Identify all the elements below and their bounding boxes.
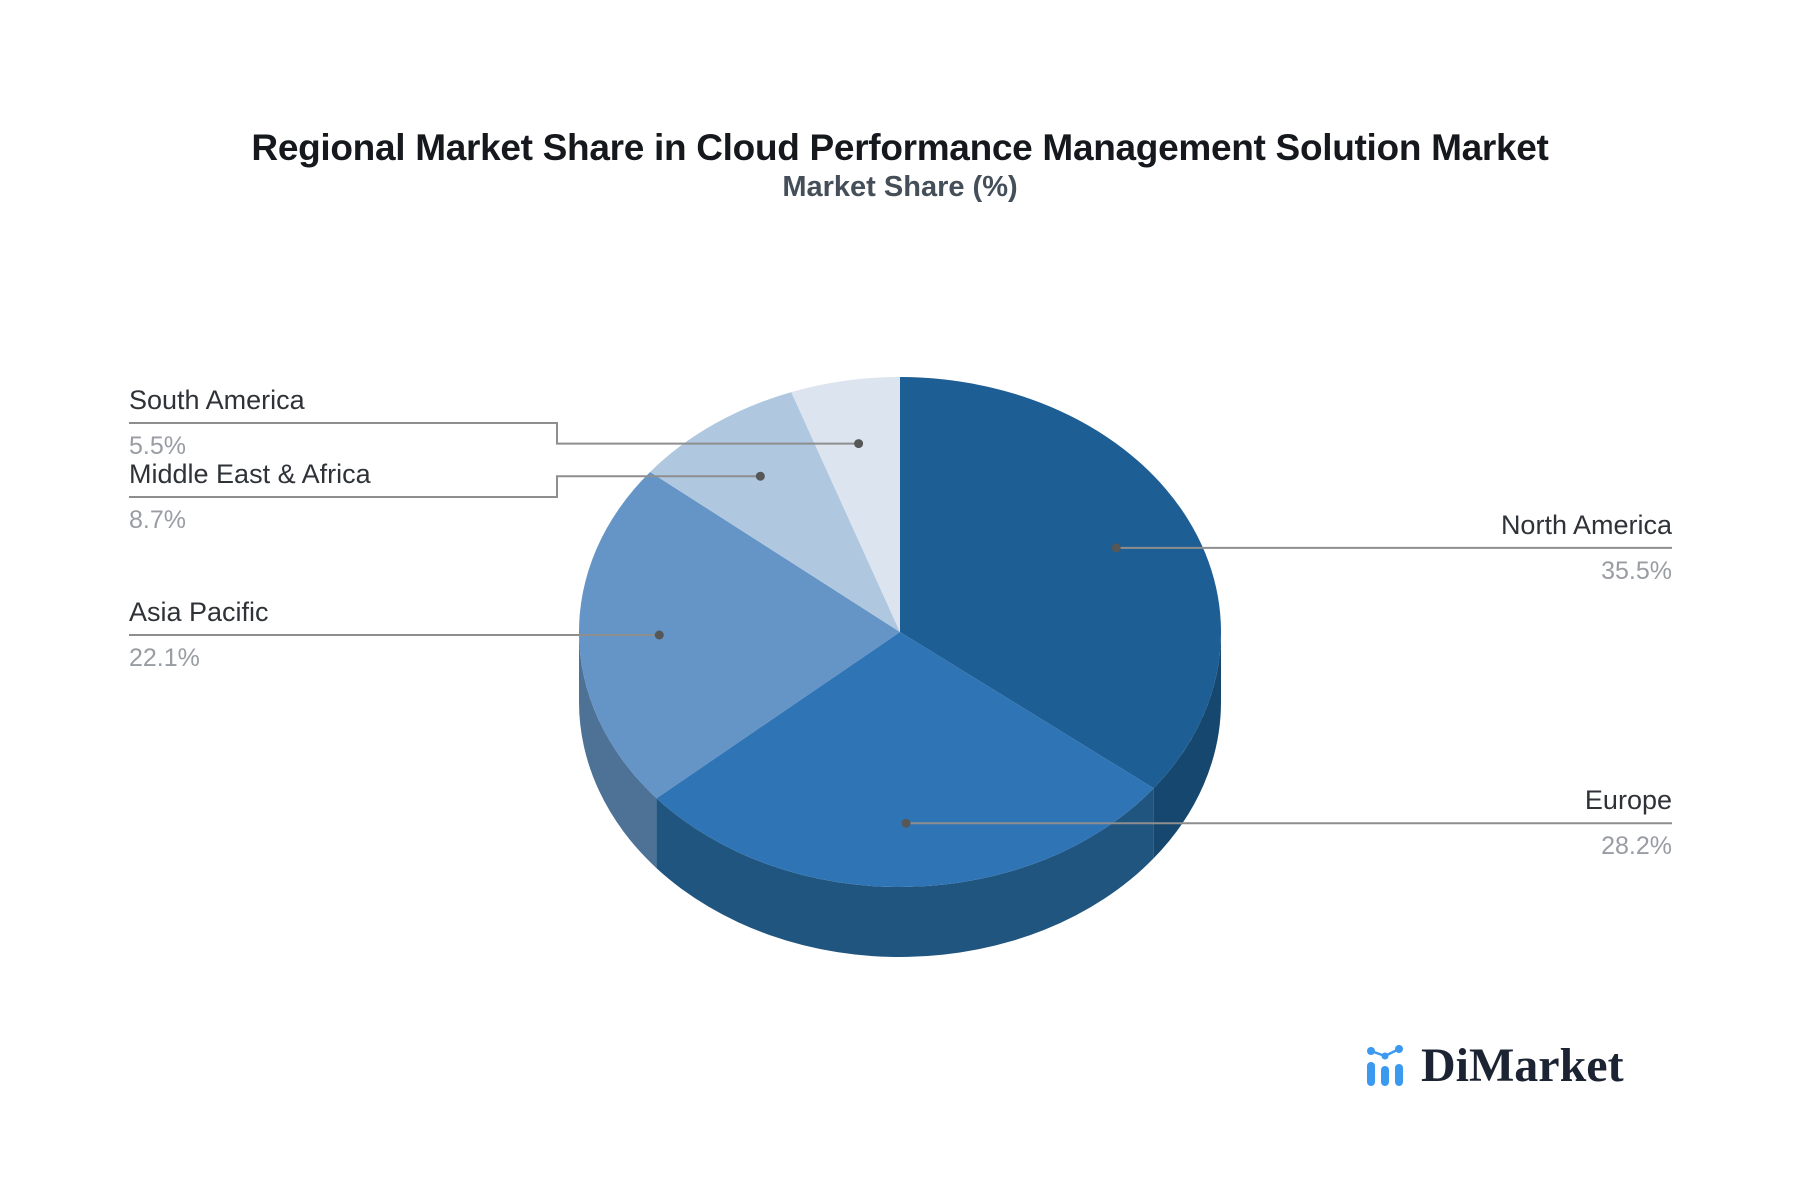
leader-dot-asia-pacific [654,630,664,640]
leader-dot-north-america [1111,543,1121,553]
chart-title: Regional Market Share in Cloud Performan… [251,127,1549,168]
brand-logo: DiMarket [1363,1040,1624,1092]
slice-label-north-america: North America [1500,509,1672,540]
slice-label-asia-pacific: Asia Pacific [129,597,269,627]
slice-label-south-america: South America [129,385,305,415]
slice-value-south-america: 5.5% [129,432,186,460]
chart-subtitle: Market Share (%) [782,171,1018,203]
pie-slice-side-asia-pacific [579,632,657,869]
pie-slice-north-america[interactable] [900,377,1222,789]
pie-slice-middle-east-africa[interactable] [650,392,900,632]
leader-dot-south-america [854,439,864,449]
pie-slice-south-america[interactable] [791,377,900,632]
slice-label-middle-east-africa: Middle East & Africa [129,459,371,489]
leader-line-south-america [129,422,859,445]
slice-value-north-america: 35.5% [1601,556,1672,585]
pie-slice-side-europe [656,788,1154,958]
brand-logo-icon [1367,1045,1403,1086]
brand-logo-text: DiMarket [1421,1039,1624,1092]
leader-dot-europe [901,818,911,828]
leader-dot-middle-east-africa [755,471,765,481]
slice-value-europe: 28.2% [1601,832,1672,861]
slice-value-asia-pacific: 22.1% [129,644,200,672]
slice-value-middle-east-africa: 8.7% [129,506,186,534]
pie-slice-side-north-america [1153,632,1221,859]
leader-line-middle-east-africa [129,475,761,498]
pie-slice-asia-pacific[interactable] [578,471,900,799]
slice-label-europe: Europe [1584,785,1672,816]
